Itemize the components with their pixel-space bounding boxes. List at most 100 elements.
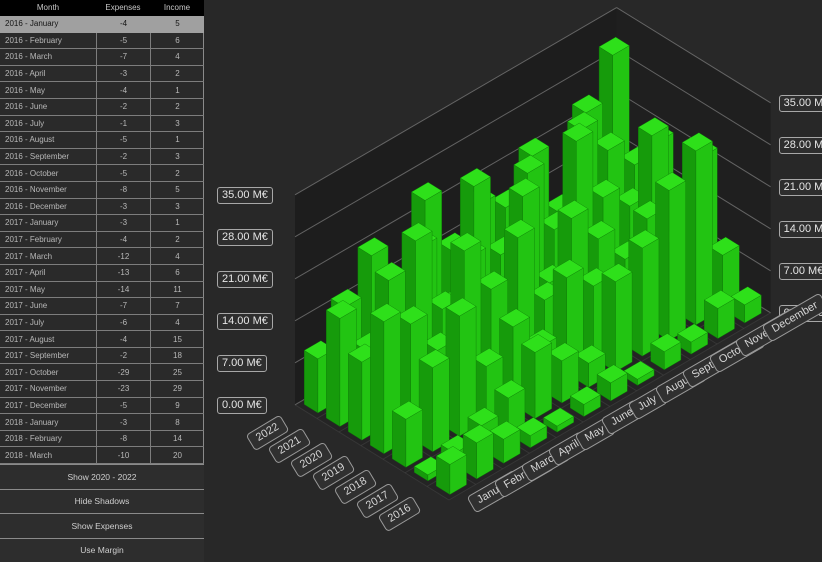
cell-expenses: -5 — [96, 397, 150, 414]
table-row[interactable]: 2016 - June -2 2 — [0, 98, 204, 116]
cell-expenses: -4 — [96, 82, 150, 98]
table-row[interactable]: 2017 - April -13 6 — [0, 264, 204, 282]
cell-month: 2016 - February — [5, 35, 62, 45]
table-row[interactable]: 2017 - October -29 25 — [0, 364, 204, 382]
cell-month: 2018 - February — [5, 434, 62, 444]
table-header-row: Month Expenses Income — [0, 0, 204, 16]
sidebar-button-2[interactable]: Show Expenses — [0, 513, 204, 538]
cell-expenses: -5 — [96, 32, 150, 49]
table-row[interactable]: 2017 - November -23 29 — [0, 381, 204, 398]
table-row[interactable]: 2017 - February -4 2 — [0, 231, 204, 249]
cell-expenses: -4 — [96, 231, 150, 248]
cell-month: 2016 - January — [5, 19, 59, 29]
chart-render-surface — [294, 7, 771, 501]
cell-month: 2017 - December — [5, 400, 67, 410]
cell-expenses: -1 — [96, 115, 150, 132]
cell-expenses: -23 — [96, 381, 150, 397]
cell-income: 29 — [150, 381, 204, 397]
cell-income: 2 — [150, 65, 204, 82]
table-row[interactable]: 2017 - July -6 4 — [0, 314, 204, 332]
table-row[interactable]: 2017 - June -7 7 — [0, 298, 204, 315]
cell-month: 2017 - May — [5, 284, 46, 294]
table-row[interactable]: 2017 - March -12 4 — [0, 248, 204, 265]
cell-expenses: -8 — [96, 430, 150, 447]
cell-income: 25 — [150, 364, 204, 381]
cell-income: 9 — [150, 397, 204, 414]
cell-month: 2017 - October — [5, 367, 59, 377]
cell-expenses: -10 — [96, 447, 150, 464]
table-row[interactable]: 2017 - May -14 11 — [0, 281, 204, 299]
cell-income: 20 — [150, 447, 204, 464]
cell-expenses: -4 — [96, 331, 150, 347]
cell-expenses: -14 — [96, 281, 150, 298]
column-header-month: Month — [36, 3, 60, 12]
left-axis-label-3: 14.00 M€ — [217, 312, 273, 330]
table-row[interactable]: 2018 - February -8 14 — [0, 430, 204, 448]
sidebar: Month Expenses Income 2016 - January -4 5 2… — [0, 0, 204, 562]
cell-expenses: -4 — [119, 19, 128, 29]
cell-income: 11 — [150, 281, 204, 298]
table-row[interactable]: 2017 - September -2 18 — [0, 347, 204, 365]
cell-income: 14 — [150, 430, 204, 447]
cell-month: 2016 - July — [5, 118, 45, 128]
data-table[interactable]: Month Expenses Income 2016 - January -4 5 2… — [0, 0, 204, 465]
table-row[interactable]: 2016 - February -5 6 — [0, 32, 204, 50]
cell-income: 2 — [150, 98, 204, 115]
cell-income: 4 — [150, 314, 204, 331]
right-axis-label-2: 21.00 M€ — [778, 178, 822, 196]
sidebar-button-1[interactable]: Hide Shadows — [0, 488, 204, 513]
sidebar-button-0[interactable]: Show 2020 - 2022 — [0, 464, 204, 489]
cell-month: 2016 - November — [5, 185, 67, 195]
cell-expenses: -2 — [96, 347, 150, 364]
cell-month: 2017 - November — [5, 384, 67, 394]
cell-month: 2017 - September — [5, 351, 70, 361]
cell-expenses: -6 — [96, 314, 150, 331]
table-row[interactable]: 2016 - July -1 3 — [0, 115, 204, 133]
right-axis-label-3: 14.00 M€ — [778, 220, 822, 238]
cell-month: 2017 - June — [5, 301, 48, 311]
cell-income: 4 — [150, 49, 204, 65]
cell-month: 2016 - September — [5, 152, 70, 162]
table-row[interactable]: 2016 - April -3 2 — [0, 65, 204, 83]
table-row[interactable]: 2016 - September -2 3 — [0, 148, 204, 166]
cell-month: 2018 - March — [5, 450, 53, 460]
cell-income: 3 — [150, 148, 204, 165]
cell-expenses: -3 — [96, 414, 150, 430]
table-row[interactable]: 2016 - May -4 1 — [0, 82, 204, 99]
column-header-expenses: Expenses — [105, 3, 141, 12]
table-row[interactable]: 2016 - January -4 5 — [0, 16, 204, 33]
sidebar-button-group: Show 2020 - 2022 Hide Shadows Show Expense… — [0, 464, 204, 562]
cell-month: 2016 - March — [5, 52, 53, 62]
cell-income: 2 — [150, 165, 204, 181]
cell-month: 2017 - March — [5, 251, 53, 261]
table-row[interactable]: 2016 - August -5 1 — [0, 132, 204, 149]
left-axis-label-1: 28.00 M€ — [217, 228, 273, 246]
table-row[interactable]: 2016 - November -8 5 — [0, 181, 204, 199]
cell-month: 2016 - June — [5, 102, 48, 112]
table-row[interactable]: 2017 - January -3 1 — [0, 215, 204, 232]
cell-month: 2017 - August — [5, 334, 55, 344]
cell-income: 4 — [150, 248, 204, 264]
cell-income: 1 — [150, 132, 204, 148]
table-row[interactable]: 2017 - December -5 9 — [0, 397, 204, 415]
table-row[interactable]: 2016 - October -5 2 — [0, 165, 204, 182]
table-row[interactable]: 2017 - August -4 15 — [0, 331, 204, 348]
cell-expenses: -29 — [96, 364, 150, 381]
cell-expenses: -3 — [96, 65, 150, 82]
table-row[interactable]: 2018 - March -10 20 — [0, 447, 204, 465]
cell-month: 2016 - May — [5, 85, 46, 95]
sidebar-button-3[interactable]: Use Margin — [0, 537, 204, 562]
table-row[interactable]: 2018 - January -3 8 — [0, 414, 204, 431]
cell-month: 2016 - August — [5, 135, 55, 145]
table-row[interactable]: 2016 - December -3 3 — [0, 198, 204, 216]
chart-3d-panel[interactable]: 35.00 M€ 28.00 M€ 21.00 M€ 14.00 M€ 7.00 M€ 0… — [204, 0, 822, 562]
cell-expenses: -5 — [96, 132, 150, 148]
cell-expenses: -7 — [96, 298, 150, 314]
table-body: 2016 - January -4 5 2016 - February -5 6 2016 … — [0, 16, 204, 465]
cell-expenses: -12 — [96, 248, 150, 264]
table-row[interactable]: 2016 - March -7 4 — [0, 49, 204, 66]
cell-expenses: -2 — [96, 98, 150, 115]
left-axis-label-0: 35.00 M€ — [217, 186, 273, 204]
cell-income: 5 — [150, 181, 204, 198]
